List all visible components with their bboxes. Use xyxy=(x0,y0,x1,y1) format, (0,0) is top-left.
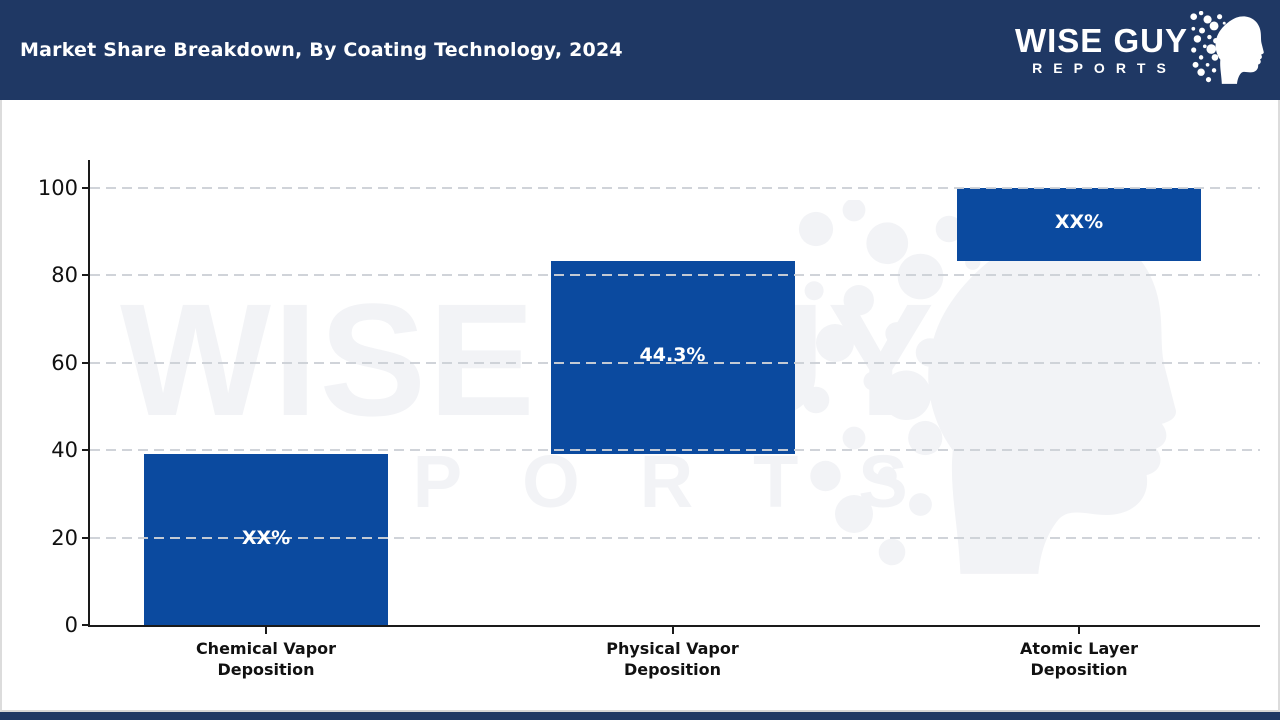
bar-1 xyxy=(144,454,388,625)
y-tick-80 xyxy=(82,274,90,276)
chart-area: WISE GUY REPORTS 0 20 40 60 80 100 XX% Chemical… xyxy=(0,100,1280,712)
x-category-label-3: Atomic Layer Deposition xyxy=(1020,639,1138,679)
y-tick-40 xyxy=(82,449,90,451)
watermark-text-line1: WISE GUY xyxy=(120,270,937,449)
x-tick-1 xyxy=(265,627,267,634)
footer-bar xyxy=(0,712,1280,720)
gridline-y80 xyxy=(90,274,1260,276)
logo-head-icon xyxy=(1190,11,1264,84)
x-category-label-2: Physical Vapor Deposition xyxy=(606,639,739,679)
x-category-label-1: Chemical Vapor Deposition xyxy=(195,639,337,679)
y-tick-label-40: 40 xyxy=(51,438,78,462)
gridline-y20 xyxy=(90,536,1260,539)
gridline-y40 xyxy=(90,449,1260,451)
bar-2 xyxy=(550,260,795,455)
y-tick-label-100: 100 xyxy=(37,175,78,200)
y-tick-label-80: 80 xyxy=(51,263,78,287)
bar-value-label-1: XX% xyxy=(241,526,291,549)
x-axis-line xyxy=(88,625,1260,627)
y-tick-0 xyxy=(82,624,90,626)
bar-value-label-3: XX% xyxy=(1054,211,1104,234)
y-tick-label-60: 60 xyxy=(51,350,78,375)
logo-wordmark-line1: WISE GUY xyxy=(1014,21,1188,59)
chart-title: Market Share Breakdown, By Coating Techn… xyxy=(20,39,623,61)
gridline-y60 xyxy=(90,361,1260,364)
y-tick-label-20: 20 xyxy=(51,525,78,550)
logo-wordmark-line2: REPORTS xyxy=(1032,60,1177,77)
x-tick-3 xyxy=(1078,627,1080,634)
y-tick-60 xyxy=(82,361,90,364)
x-tick-2 xyxy=(671,627,674,634)
header-bar: Market Share Breakdown, By Coating Techn… xyxy=(0,0,1280,100)
logo-wordmark: WISE GUY REPORTS xyxy=(1014,21,1188,77)
brand-logo: WISE GUY REPORTS xyxy=(1015,6,1264,94)
y-axis-line xyxy=(88,160,90,627)
y-tick-100 xyxy=(82,186,90,189)
bar-3 xyxy=(957,187,1201,261)
gridline-y100 xyxy=(90,186,1260,189)
y-tick-label-0: 0 xyxy=(64,613,78,637)
y-tick-20 xyxy=(82,536,90,539)
bar-value-label-2: 44.3% xyxy=(639,344,706,367)
